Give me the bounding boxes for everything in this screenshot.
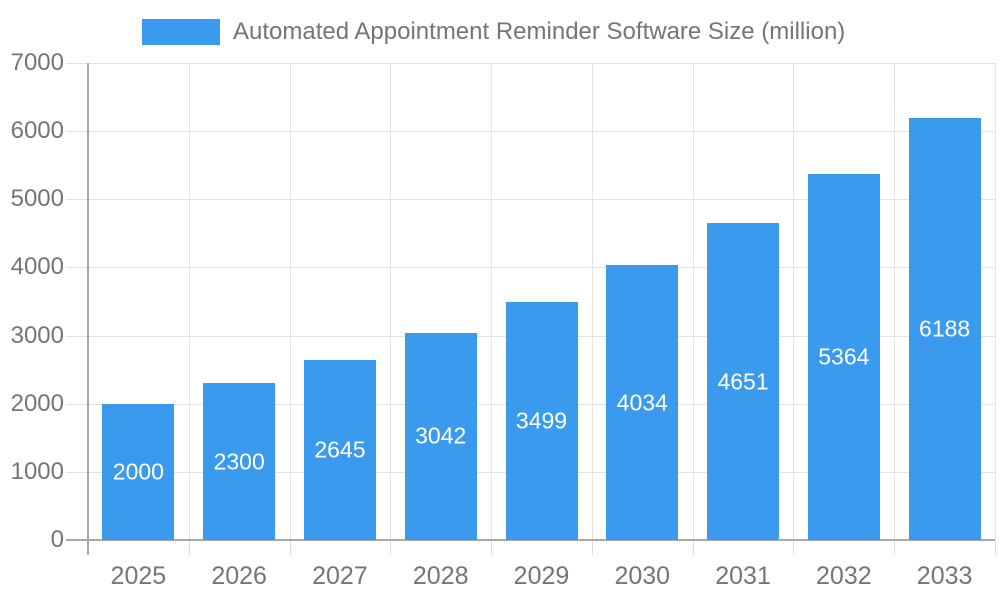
x-gridline [390, 63, 392, 540]
x-tick [591, 540, 593, 555]
bar-value-label: 4034 [616, 389, 668, 416]
y-tick-label: 0 [50, 526, 64, 553]
bar[interactable] [203, 383, 276, 540]
x-gridline [188, 63, 190, 540]
x-tick [995, 540, 996, 555]
x-axis-line [66, 539, 995, 541]
y-tick-label: 7000 [10, 49, 64, 76]
y-tick-label: 4000 [10, 253, 64, 281]
bar[interactable] [505, 301, 578, 540]
x-tick-label: 2028 [412, 562, 469, 590]
bar-value-label: 2645 [314, 436, 366, 463]
bar[interactable] [707, 223, 780, 540]
x-tick-label: 2027 [312, 562, 368, 590]
y-tick-label: 1000 [10, 457, 64, 485]
y-tick-label: 2000 [10, 389, 64, 417]
y-tick-label: 3000 [10, 321, 64, 349]
x-gridline [491, 63, 493, 540]
x-tick-label: 2025 [110, 562, 167, 590]
x-tick [793, 540, 795, 555]
bar[interactable] [303, 359, 376, 540]
bar-value-label: 3499 [515, 407, 568, 434]
y-gridline [66, 131, 995, 133]
x-tick-label: 2026 [211, 562, 267, 590]
legend-swatch [142, 19, 220, 45]
x-tick [188, 540, 190, 555]
x-tick [289, 540, 291, 555]
x-tick [894, 540, 896, 555]
x-tick-label: 2030 [614, 562, 671, 590]
bar-value-label: 6188 [919, 315, 971, 342]
y-tick-label: 5000 [10, 185, 64, 213]
bar-value-label: 3042 [415, 422, 467, 449]
x-tick [390, 540, 392, 555]
bar-value-label: 2300 [213, 448, 265, 475]
x-tick [491, 540, 493, 555]
x-tick-label: 2033 [916, 562, 973, 590]
x-gridline [289, 63, 291, 540]
y-gridline [66, 267, 995, 269]
bar-value-label: 4651 [717, 368, 769, 395]
bar[interactable] [606, 265, 679, 540]
bar-value-label: 5364 [818, 343, 870, 370]
legend-label: Automated Appointment Reminder Software … [233, 18, 846, 45]
bar[interactable] [102, 403, 175, 540]
x-tick-label: 2029 [513, 562, 570, 590]
x-gridline [995, 63, 996, 540]
x-tick [692, 540, 694, 555]
bar[interactable] [908, 118, 981, 540]
x-gridline [793, 63, 795, 540]
x-tick-label: 2031 [715, 562, 771, 590]
legend[interactable]: Automated Appointment Reminder Software … [142, 18, 845, 46]
bar-value-label: 2000 [112, 458, 164, 485]
x-gridline [591, 63, 593, 540]
y-tick-label: 6000 [10, 117, 64, 145]
bar[interactable] [807, 174, 880, 540]
y-gridline [66, 199, 995, 201]
x-gridline [692, 63, 694, 540]
x-gridline [894, 63, 896, 540]
y-axis-line [87, 63, 89, 555]
x-tick-label: 2032 [816, 562, 872, 590]
y-gridline [66, 63, 995, 64]
bar[interactable] [404, 332, 477, 540]
